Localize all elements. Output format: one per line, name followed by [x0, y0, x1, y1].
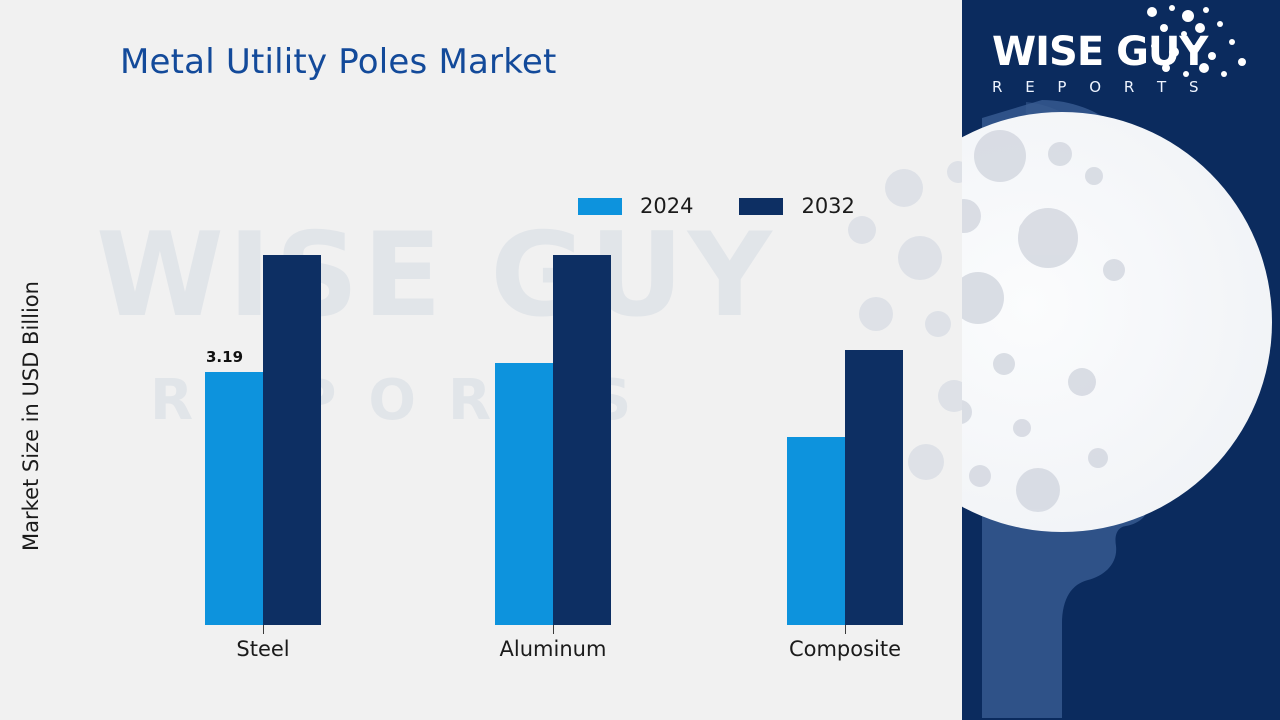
brand-panel: WISE GUY R E P O R T S — [962, 0, 1280, 720]
bar-steel-2024 — [205, 372, 263, 625]
bar-aluminum-2024 — [495, 363, 553, 625]
legend-label-2032: 2032 — [801, 194, 855, 218]
x-axis-label-composite: Composite — [788, 637, 902, 661]
x-axis-tick — [263, 625, 264, 634]
logo-dot-pattern-icon — [1147, 5, 1246, 77]
legend-item-2024[interactable]: 2024 — [578, 194, 693, 218]
bar-aluminum-2032 — [553, 255, 611, 625]
plot-area: 3.19 Steel Aluminum Composite — [205, 255, 903, 661]
bar-composite-2032 — [845, 350, 903, 625]
brand-circuit-dots-icon — [962, 130, 1125, 512]
x-axis-label-aluminum: Aluminum — [499, 637, 607, 661]
bar-steel-2032 — [263, 255, 321, 625]
x-axis-tick — [845, 625, 846, 634]
x-axis-label-steel: Steel — [236, 637, 290, 661]
legend-item-2032[interactable]: 2032 — [739, 194, 855, 218]
chart-legend: 2024 2032 — [578, 194, 901, 218]
bar-composite-2024 — [787, 437, 845, 625]
chart-panel: WISE GUY REPORTS — [19, 161, 962, 661]
brand-logo-subtitle: R E P O R T S — [992, 78, 1208, 96]
legend-label-2024: 2024 — [640, 194, 694, 218]
legend-swatch-2032 — [739, 197, 784, 215]
bar-value-label-steel-2024: 3.19 — [206, 348, 244, 366]
x-axis-tick — [553, 625, 554, 634]
bar-chart: Market Size in USD Billion 2024 2032 3.1… — [19, 194, 903, 661]
legend-swatch-2024 — [578, 197, 622, 215]
page-title: Metal Utility Poles Market — [120, 42, 557, 82]
